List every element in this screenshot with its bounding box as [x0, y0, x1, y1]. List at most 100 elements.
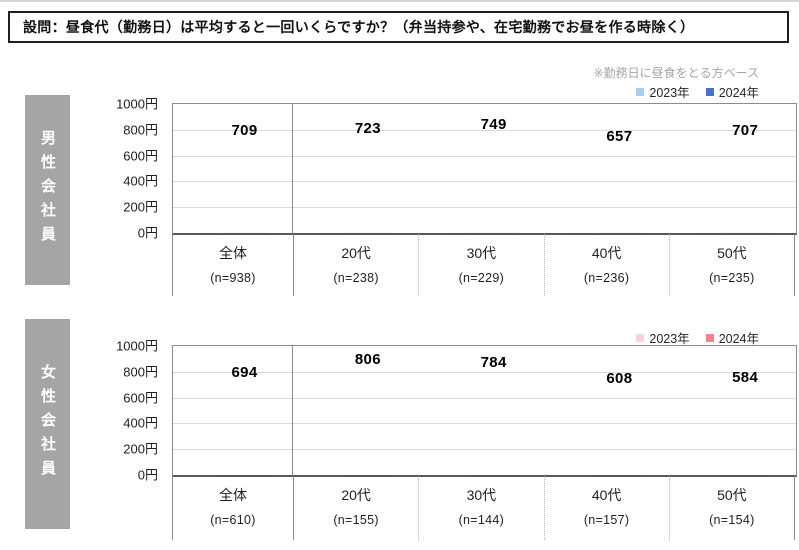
category-cell: 40代 (n=236) — [543, 234, 669, 296]
bar-2024 — [595, 232, 644, 233]
bar-group-cell: 723 — [293, 104, 419, 233]
question-title-box: 設問：昼食代（勤務日）は平均すると一回いくらですか？（弁当持参や、在宅勤務でお昼… — [8, 11, 789, 43]
legend-swatch-icon — [705, 333, 714, 342]
category-label: 40代 — [591, 245, 622, 261]
y-axis-tick: 600円 — [123, 148, 158, 164]
y-axis-tick: 800円 — [123, 122, 158, 138]
female-chart-block: 2023年 2024年 女性会社員 1000円 800円 600円 400円 200円 0… — [0, 312, 799, 550]
y-axis-tick: 1000円 — [116, 338, 158, 354]
bar-2024 — [721, 474, 770, 475]
category-cell: 20代 (n=238) — [293, 234, 418, 296]
gridline — [173, 397, 796, 399]
legend-label: 2024年 — [718, 86, 759, 100]
y-axis-tick: 1000円 — [116, 96, 158, 112]
bar-2024 — [469, 474, 518, 475]
bar-2024 — [220, 232, 269, 233]
bar-group-cell: 694 — [173, 346, 293, 475]
sample-size-label: (n=236) — [583, 271, 630, 285]
bar-group-cell: 707 — [670, 104, 796, 233]
bar-pair — [196, 474, 269, 475]
category-axis: 全体 (n=938) 20代 (n=238) 30代 (n=229) 40代 (… — [172, 234, 795, 296]
data-label-2024: 584 — [732, 368, 759, 386]
data-label-2024: 707 — [732, 121, 759, 139]
category-cell: 40代 (n=157) — [543, 476, 669, 540]
category-cell: 全体 (n=610) — [173, 476, 293, 540]
male-chart-block: ※勤務日に昼食をとる方ベース 2023年 2024年 男性会社員 1000円 80… — [0, 62, 799, 298]
category-cell: 20代 (n=155) — [293, 476, 418, 540]
category-cell: 全体 (n=938) — [173, 234, 293, 296]
category-label: 40代 — [591, 487, 622, 503]
base-note: ※勤務日に昼食をとる方ベース — [593, 66, 759, 80]
category-cell: 30代 (n=229) — [418, 234, 543, 296]
bar-2024 — [595, 474, 644, 475]
bar-2024 — [343, 232, 392, 233]
gridline — [173, 181, 796, 183]
bar-group-cell: 749 — [419, 104, 545, 233]
data-label-2024: 608 — [606, 369, 633, 387]
y-axis-tick: 200円 — [123, 199, 158, 215]
gridline — [173, 371, 796, 373]
bar-2024 — [343, 474, 392, 475]
category-label: 30代 — [466, 487, 497, 503]
gridline — [173, 207, 796, 209]
bar-pair — [319, 232, 392, 233]
legend-item: 2023年 — [636, 328, 690, 347]
question-title: 設問：昼食代（勤務日）は平均すると一回いくらですか？（弁当持参や、在宅勤務でお昼… — [23, 19, 695, 35]
data-label-2024: 806 — [354, 351, 381, 369]
category-label: 50代 — [717, 245, 747, 261]
gridline — [173, 155, 796, 157]
sample-size-label: (n=229) — [458, 271, 505, 285]
y-axis: 1000円 800円 600円 400円 200円 0円 — [0, 339, 164, 483]
bar-2024 — [469, 232, 518, 233]
gridline — [173, 129, 796, 131]
y-axis-tick: 400円 — [123, 415, 158, 431]
category-cell: 30代 (n=144) — [418, 476, 543, 540]
plot-cells: 709 723 749 657 707 — [173, 104, 796, 233]
bar-group-cell: 608 — [545, 346, 671, 475]
sample-size-label: (n=238) — [333, 271, 379, 285]
legend: 2023年 2024年 — [636, 82, 759, 101]
data-label-2024: 784 — [480, 353, 507, 371]
bar-pair — [697, 232, 770, 233]
y-axis: 1000円 800円 600円 400円 200円 0円 — [0, 97, 164, 241]
bar-group-cell: 584 — [670, 346, 796, 475]
female-group-label: 女性会社員 — [25, 319, 70, 529]
data-label-2024: 749 — [480, 116, 507, 134]
legend-label: 2023年 — [649, 332, 690, 346]
bar-pair — [196, 232, 269, 233]
gridline — [173, 449, 796, 451]
category-label: 50代 — [717, 487, 747, 503]
bar-2024 — [721, 232, 770, 233]
bar-pair — [445, 474, 518, 475]
bar-pair — [445, 232, 518, 233]
bar-2024 — [220, 474, 269, 475]
legend-swatch-icon — [636, 333, 645, 342]
category-label: 20代 — [341, 487, 371, 503]
sample-size-label: (n=610) — [210, 513, 256, 527]
bar-group-cell: 806 — [293, 346, 419, 475]
sample-size-label: (n=154) — [709, 513, 755, 527]
male-group-label: 男性会社員 — [25, 95, 70, 285]
bar-group-cell: 657 — [545, 104, 671, 233]
sample-size-label: (n=155) — [333, 513, 379, 527]
plot-area: 709 723 749 657 707 — [172, 103, 797, 235]
y-axis-tick: 600円 — [123, 390, 158, 406]
bar-group-cell: 709 — [173, 104, 293, 233]
category-label: 30代 — [466, 245, 497, 261]
legend-item: 2024年 — [705, 328, 759, 347]
category-cell: 50代 (n=235) — [668, 234, 794, 296]
sample-size-label: (n=235) — [709, 271, 755, 285]
category-cell: 50代 (n=154) — [668, 476, 794, 540]
legend: 2023年 2024年 — [636, 328, 759, 347]
bar-pair — [697, 474, 770, 475]
bar-pair — [571, 474, 644, 475]
bar-pair — [319, 474, 392, 475]
legend-label: 2023年 — [649, 86, 690, 100]
sample-size-label: (n=938) — [210, 271, 256, 285]
category-label: 全体 — [219, 245, 247, 261]
category-label: 20代 — [341, 245, 371, 261]
sample-size-label: (n=157) — [583, 513, 630, 527]
bar-group-cell: 784 — [419, 346, 545, 475]
legend-label: 2024年 — [718, 332, 759, 346]
